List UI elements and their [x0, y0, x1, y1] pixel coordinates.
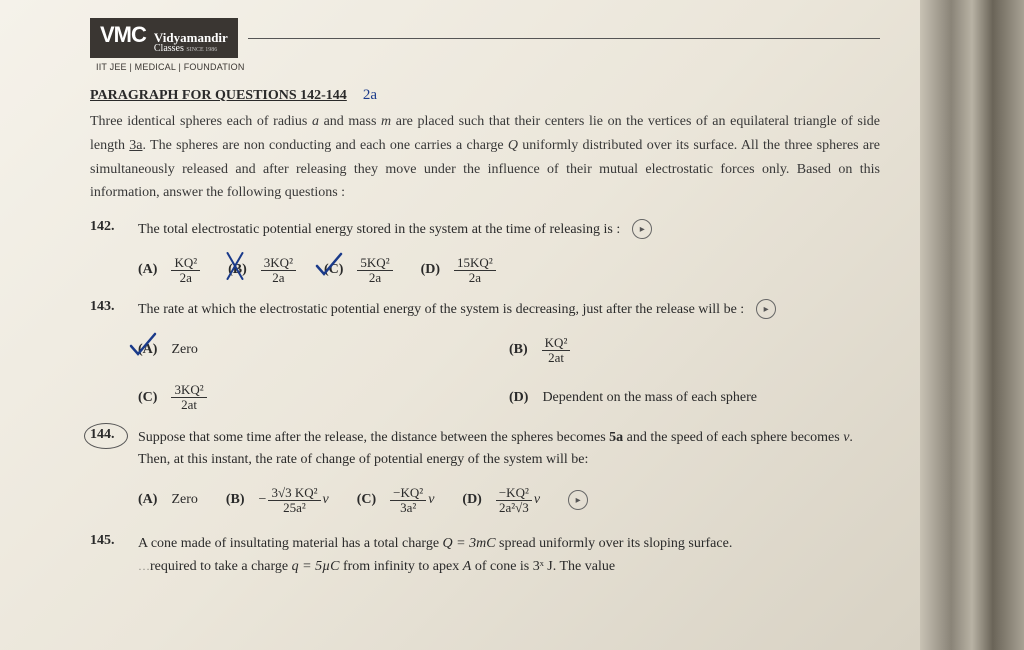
- header: VMC Vidyamandir Classes SINCE 1986: [90, 18, 880, 58]
- q143-B-frac: KQ²2at: [542, 336, 571, 366]
- q144-C-expr: −KQ²3a² v: [390, 486, 434, 516]
- q143-num: 143.: [90, 299, 138, 315]
- q142-opt-A: (A) KQ²2a: [138, 256, 200, 286]
- q142-opt-C: (C) 5KQ²2a: [324, 256, 393, 286]
- q142-text: The total electrostatic potential energy…: [138, 219, 620, 241]
- header-rule: [248, 38, 880, 39]
- q144-opt-A: (A) Zero: [138, 492, 198, 508]
- question-142: 142. The total electrostatic potential e…: [90, 219, 880, 241]
- q145-text: A cone made of insultating material has …: [138, 533, 880, 578]
- tagline: IIT JEE | MEDICAL | FOUNDATION: [90, 62, 880, 72]
- vmc-logo: VMC Vidyamandir Classes SINCE 1986: [90, 18, 238, 58]
- q143-options: (A) Zero (B) KQ²2at (C) 3KQ²2at (D) Depe…: [90, 336, 880, 413]
- logo-main: VMC: [100, 22, 146, 48]
- q144-D-expr: −KQ²2a²√3 v: [496, 486, 540, 516]
- q143-C-frac: 3KQ²2at: [171, 383, 206, 413]
- q142-C-frac: 5KQ²2a: [357, 256, 392, 286]
- question-143: 143. The rate at which the electrostatic…: [90, 299, 880, 321]
- q142-A-frac: KQ²2a: [171, 256, 200, 286]
- q143-text: The rate at which the electrostatic pote…: [138, 299, 744, 321]
- paragraph-block: PARAGRAPH FOR QUESTIONS 142-144 2a Three…: [90, 86, 880, 205]
- q142-opt-B: (B) 3KQ²2a: [228, 256, 296, 286]
- question-144: 144. Suppose that some time after the re…: [90, 427, 880, 472]
- play-icon: ▸: [568, 490, 588, 510]
- exam-page: VMC Vidyamandir Classes SINCE 1986 IIT J…: [0, 0, 920, 650]
- logo-since: SINCE 1986: [186, 47, 217, 53]
- play-icon: ▸: [632, 219, 652, 239]
- q144-opt-B: (B) − 3√3 KQ²25a² v: [226, 486, 329, 516]
- q144-opt-C: (C) −KQ²3a² v: [357, 486, 435, 516]
- q143-opt-A: (A) Zero: [138, 336, 509, 366]
- question-145: 145. A cone made of insultating material…: [90, 533, 880, 578]
- q142-options: (A) KQ²2a (B) 3KQ²2a (C) 5KQ²2a (D) 15KQ…: [90, 256, 880, 286]
- paragraph-title: PARAGRAPH FOR QUESTIONS 142-144: [90, 88, 347, 103]
- q144-text: Suppose that some time after the release…: [138, 427, 880, 472]
- logo-sub: Vidyamandir Classes SINCE 1986: [154, 31, 228, 54]
- q144-B-expr: − 3√3 KQ²25a² v: [259, 486, 329, 516]
- page-edge: [920, 0, 1024, 650]
- q142-B-frac: 3KQ²2a: [261, 256, 296, 286]
- paragraph-body: Three identical spheres each of radius a…: [90, 110, 880, 205]
- q144-A-text: Zero: [171, 492, 197, 508]
- q144-num: 144.: [90, 427, 138, 443]
- q144-options: (A) Zero (B) − 3√3 KQ²25a² v (C) −KQ²3a²…: [90, 486, 880, 516]
- q142-opt-D: (D) 15KQ²2a: [421, 256, 496, 286]
- q142-num: 142.: [90, 219, 138, 235]
- q145-num: 145.: [90, 533, 138, 549]
- q144-opt-D: (D) −KQ²2a²√3 v: [462, 486, 540, 516]
- q143-opt-B: (B) KQ²2at: [509, 336, 880, 366]
- logo-line2: Classes: [154, 43, 184, 54]
- handwritten-2a: 2a: [363, 87, 377, 103]
- q142-D-frac: 15KQ²2a: [454, 256, 496, 286]
- q143-opt-C: (C) 3KQ²2at: [138, 383, 509, 413]
- q143-opt-D: (D) Dependent on the mass of each sphere: [509, 383, 880, 413]
- play-icon: ▸: [756, 299, 776, 319]
- q143-D-text: Dependent on the mass of each sphere: [542, 390, 757, 406]
- q143-A-text: Zero: [171, 342, 197, 358]
